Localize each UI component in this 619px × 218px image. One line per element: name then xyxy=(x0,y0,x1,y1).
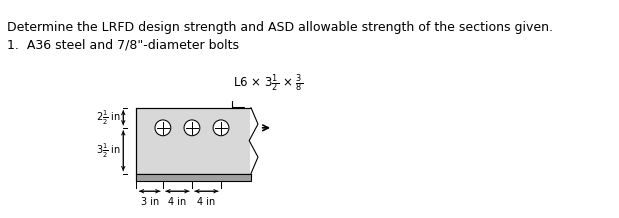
Text: Determine the LRFD design strength and ASD allowable strength of the sections gi: Determine the LRFD design strength and A… xyxy=(7,21,553,34)
Bar xyxy=(136,174,251,181)
Text: 1.  A36 steel and 7/8"-diameter bolts: 1. A36 steel and 7/8"-diameter bolts xyxy=(7,39,239,52)
Text: 3$\frac{1}{2}$ in: 3$\frac{1}{2}$ in xyxy=(96,142,121,160)
Text: 2$\frac{1}{2}$ in: 2$\frac{1}{2}$ in xyxy=(96,109,121,127)
Text: L6 $\times$ 3$\frac{1}{2}$ $\times$ $\frac{3}{8}$: L6 $\times$ 3$\frac{1}{2}$ $\times$ $\fr… xyxy=(233,73,303,94)
Text: 3 in: 3 in xyxy=(141,196,159,206)
Bar xyxy=(136,107,251,174)
Text: 4 in: 4 in xyxy=(168,196,186,206)
Circle shape xyxy=(184,120,200,136)
Bar xyxy=(250,107,263,174)
Circle shape xyxy=(155,120,171,136)
Circle shape xyxy=(213,120,229,136)
Text: 4 in: 4 in xyxy=(197,196,215,206)
